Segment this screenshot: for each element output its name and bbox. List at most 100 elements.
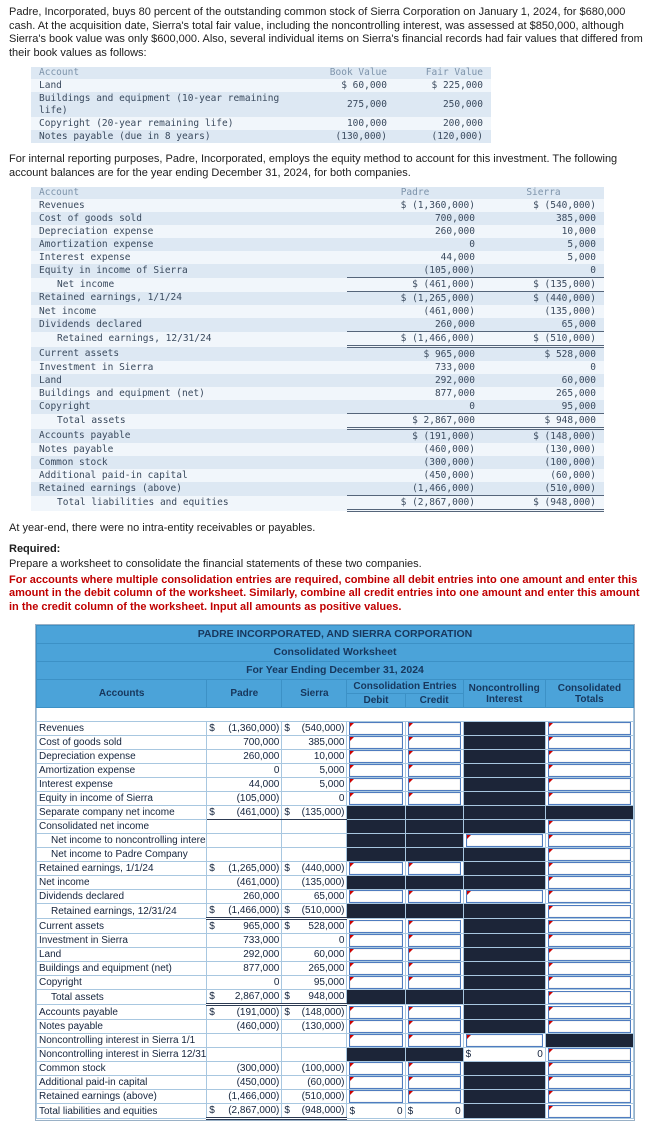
worksheet-debit-input[interactable] <box>349 792 403 805</box>
worksheet-sierra-value: $ (148,000) <box>281 1004 348 1020</box>
worksheet-total-input[interactable] <box>547 1020 631 1033</box>
worksheet-sierra-value <box>281 1033 348 1048</box>
worksheet-credit-input[interactable] <box>407 976 461 989</box>
table-row: Depreciation expense 260,000 10,000 <box>31 225 604 238</box>
worksheet-credit-input[interactable] <box>407 862 461 875</box>
account-name: Retained earnings, 12/31/24 <box>57 333 212 344</box>
blocked-cell <box>404 833 464 848</box>
worksheet-nci-input[interactable] <box>465 834 543 847</box>
padre-balance: 0 <box>469 400 475 412</box>
worksheet-credit-input[interactable] <box>407 1090 461 1103</box>
amount: (300,000) <box>236 1063 280 1074</box>
sierra-balance: $ (440,000) <box>533 292 596 304</box>
worksheet-credit-input[interactable] <box>407 736 461 749</box>
currency-symbol: $ <box>284 723 290 734</box>
worksheet-credit-input[interactable] <box>407 934 461 947</box>
worksheet-debit-input[interactable] <box>349 1076 403 1089</box>
worksheet-credit-input[interactable] <box>407 1005 461 1019</box>
worksheet-sierra-value <box>281 819 348 834</box>
amount: 385,000 <box>308 737 345 748</box>
worksheet-total-input[interactable] <box>547 792 631 805</box>
worksheet-credit-input[interactable] <box>407 1062 461 1075</box>
padre-balance: 733,000 <box>434 361 475 373</box>
worksheet-debit-input[interactable] <box>349 722 403 735</box>
worksheet-total-input[interactable] <box>547 834 631 847</box>
worksheet-total-input[interactable] <box>547 1076 631 1089</box>
worksheet-debit-input[interactable] <box>349 919 403 933</box>
amount: (948,000) <box>301 1105 345 1116</box>
worksheet-debit-input[interactable] <box>349 948 403 961</box>
worksheet-total-input[interactable] <box>547 904 631 918</box>
worksheet-total-input[interactable] <box>547 820 631 833</box>
worksheet-debit-input[interactable] <box>349 976 403 989</box>
table-row: Interest expense 44,000 5,000 <box>31 251 604 264</box>
worksheet-nci-input[interactable] <box>465 1034 543 1047</box>
worksheet-total-input[interactable] <box>547 764 631 777</box>
worksheet-total-input[interactable] <box>547 1090 631 1103</box>
blocked-cell <box>544 805 635 820</box>
worksheet-total-input[interactable] <box>547 750 631 763</box>
worksheet-total-input[interactable] <box>547 948 631 961</box>
blocked-cell <box>346 989 406 1005</box>
worksheet-account-label: Noncontrolling interest in Sierra 12/31 <box>35 1047 208 1062</box>
column-header-padre: Padre <box>206 679 283 708</box>
worksheet-total-input[interactable] <box>547 848 631 861</box>
worksheet-total-input[interactable] <box>547 876 631 889</box>
worksheet-debit-input[interactable] <box>349 962 403 975</box>
worksheet-row: Retained earnings, 1/1/24 $ (1,265,000) $ (4… <box>35 861 635 876</box>
worksheet-sierra-value: $ (540,000) <box>281 721 348 736</box>
padre-balance: 292,000 <box>434 374 475 386</box>
amount: (461,000) <box>236 877 280 888</box>
worksheet-sierra-value: $ (440,000) <box>281 861 348 876</box>
worksheet-debit-input[interactable] <box>349 934 403 947</box>
worksheet-total-input[interactable] <box>547 1062 631 1075</box>
worksheet-credit-input[interactable] <box>407 1020 461 1033</box>
table-row: Copyright 0 95,000 <box>31 400 604 414</box>
worksheet-total-input[interactable] <box>547 890 631 903</box>
blocked-cell <box>462 1075 546 1090</box>
worksheet-credit-input[interactable] <box>407 722 461 735</box>
worksheet-credit-input[interactable] <box>407 890 461 903</box>
worksheet-debit-input[interactable] <box>349 764 403 777</box>
worksheet-total-input[interactable] <box>547 736 631 749</box>
worksheet-total-input[interactable] <box>547 962 631 975</box>
worksheet-debit-input[interactable] <box>349 862 403 875</box>
worksheet-credit-input[interactable] <box>407 948 461 961</box>
worksheet-total-input[interactable] <box>547 1005 631 1019</box>
worksheet-credit-input[interactable] <box>407 1076 461 1089</box>
worksheet-debit-input[interactable] <box>349 1062 403 1075</box>
worksheet-debit-input[interactable] <box>349 778 403 791</box>
worksheet-total-input[interactable] <box>547 722 631 735</box>
worksheet-total-input[interactable] <box>547 990 631 1004</box>
blocked-cell <box>462 947 546 962</box>
worksheet-debit-input[interactable] <box>349 750 403 763</box>
worksheet-debit-input[interactable] <box>349 1020 403 1033</box>
worksheet-total-input[interactable] <box>547 1104 631 1118</box>
worksheet-debit-input[interactable] <box>349 1090 403 1103</box>
worksheet-nci-input[interactable] <box>465 890 543 903</box>
worksheet-credit-input[interactable] <box>407 750 461 763</box>
worksheet-credit-input[interactable] <box>407 778 461 791</box>
amount: (510,000) <box>301 1091 345 1102</box>
worksheet-account-label: Copyright <box>35 975 208 990</box>
worksheet-credit-input[interactable] <box>407 919 461 933</box>
worksheet-credit-input[interactable] <box>407 764 461 777</box>
worksheet-padre-value <box>206 819 283 834</box>
sierra-balance: 0 <box>590 264 596 276</box>
table-row: Buildings and equipment (10-year remaini… <box>31 92 491 117</box>
worksheet-total-input[interactable] <box>547 919 631 933</box>
worksheet-debit-input[interactable] <box>349 1034 403 1047</box>
worksheet-debit-input[interactable] <box>349 1005 403 1019</box>
worksheet-credit-input[interactable] <box>407 1034 461 1047</box>
equity-method-paragraph: For internal reporting purposes, Padre, … <box>9 153 618 179</box>
worksheet-total-input[interactable] <box>547 862 631 875</box>
sierra-balance: $ (510,000) <box>483 331 604 348</box>
worksheet-total-input[interactable] <box>547 976 631 989</box>
worksheet-debit-input[interactable] <box>349 890 403 903</box>
worksheet-credit-input[interactable] <box>407 792 461 805</box>
worksheet-total-input[interactable] <box>547 934 631 947</box>
worksheet-total-input[interactable] <box>547 778 631 791</box>
worksheet-debit-input[interactable] <box>349 736 403 749</box>
worksheet-total-input[interactable] <box>547 1048 631 1061</box>
worksheet-credit-input[interactable] <box>407 962 461 975</box>
